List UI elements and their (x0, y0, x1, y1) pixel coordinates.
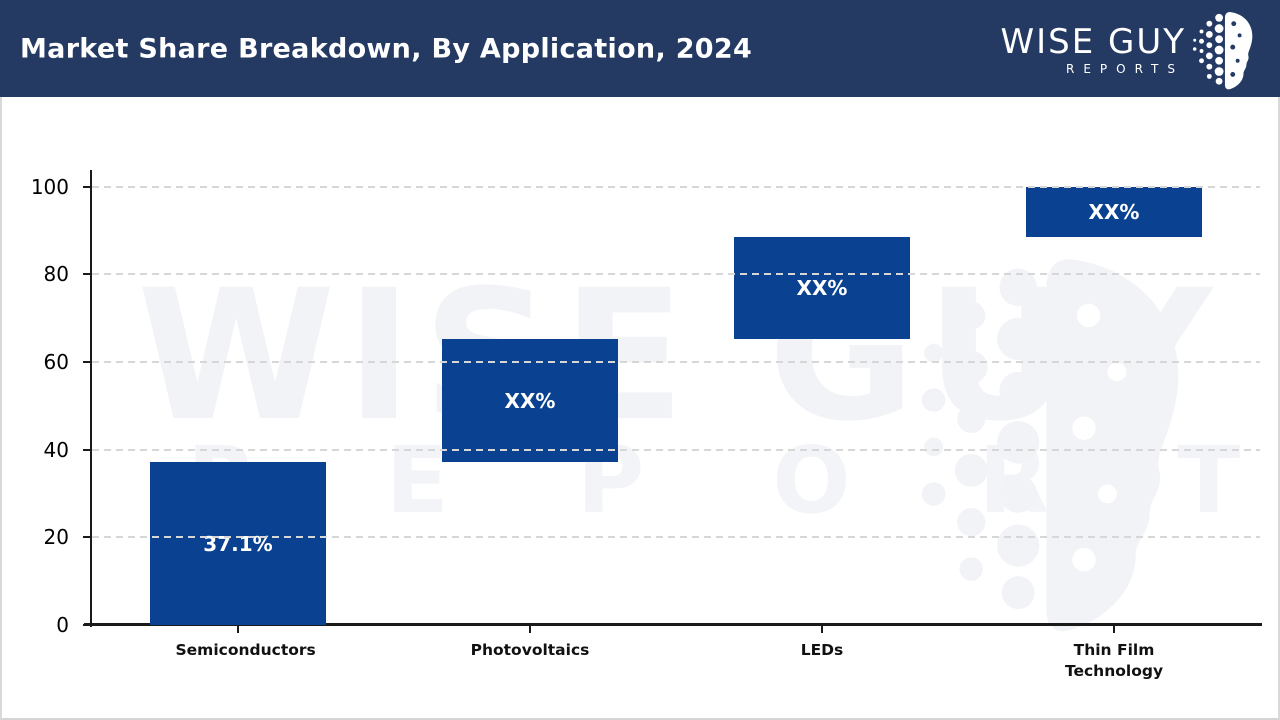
bar-photovoltaics: XX% (442, 339, 618, 463)
category-label-semiconductors: Semiconductors (92, 640, 384, 661)
category-label-leds: LEDs (676, 640, 968, 661)
bar-leds: XX% (734, 237, 910, 340)
header-bar: Market Share Breakdown, By Application, … (0, 0, 1280, 97)
wise-guy-logo: WISE GUY REPORTS (1000, 8, 1264, 92)
category-label-text: LEDs (800, 641, 844, 659)
watermark-face-icon (921, 259, 1179, 632)
category-label-photovoltaics: Photovoltaics (384, 640, 676, 661)
gridline-20 (92, 536, 1260, 539)
watermark-layer: WISE GUY R E P O R T S (2, 97, 1280, 720)
y-tick-mark (83, 360, 90, 363)
logo-subtext: REPORTS (1065, 62, 1184, 76)
logo-wordmark: WISE GUY (1000, 22, 1186, 62)
bar-thin-film-technology: XX% (1026, 186, 1202, 238)
bar-semiconductors: 37.1% (150, 462, 326, 625)
y-tick-mark (83, 624, 90, 626)
bar-value-label: XX% (1088, 199, 1140, 224)
x-tick-mark (1113, 626, 1115, 633)
bar-value-label: 37.1% (203, 531, 273, 556)
y-tick-label: 0 (56, 613, 69, 637)
category-label-thin-film-technology: Thin Film Technology (968, 640, 1260, 682)
x-axis-spine (84, 623, 1262, 626)
y-tick-mark (83, 448, 90, 451)
y-tick-label: 80 (43, 262, 69, 287)
gridline-80 (92, 273, 1260, 276)
y-tick-mark (83, 273, 90, 276)
gridline-60 (92, 360, 1260, 363)
bar-value-label: XX% (796, 276, 848, 301)
gridline-40 (92, 448, 1260, 451)
x-tick-mark (237, 626, 239, 633)
page-title: Market Share Breakdown, By Application, … (20, 33, 753, 64)
y-tick-label: 60 (43, 349, 69, 374)
x-tick-mark (529, 626, 531, 633)
category-label-text: Thin Film Technology (1064, 641, 1164, 680)
plot-area: 0 20 40 60 80 100 37.1% Semiconductors XX% Photov… (31, 170, 1262, 680)
gridline-100 (92, 185, 1260, 188)
y-tick-label: 20 (43, 525, 69, 550)
y-tick-mark (83, 536, 90, 539)
y-axis-spine (90, 170, 92, 627)
x-tick-mark (821, 626, 823, 633)
y-tick-label: 100 (30, 174, 69, 199)
bar-value-label: XX% (504, 388, 556, 413)
logo-text: WISE GUY REPORTS (1000, 24, 1186, 76)
category-label-text: Photovoltaics (470, 641, 590, 659)
y-tick-mark (83, 185, 90, 188)
dotted-face-profile-icon (1192, 11, 1253, 90)
y-tick-label: 40 (43, 437, 69, 462)
category-label-text: Semiconductors (175, 641, 316, 659)
